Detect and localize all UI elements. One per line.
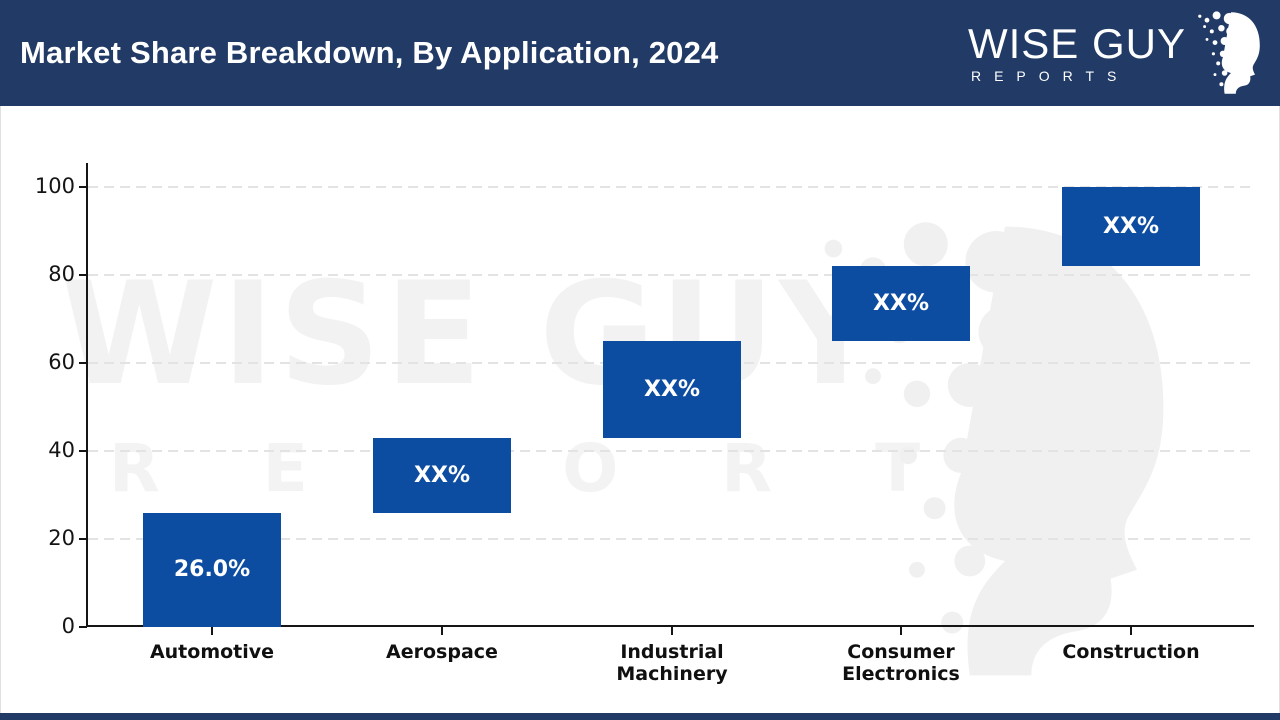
y-tick-mark-100 [79, 186, 87, 188]
bar-value-label: XX% [873, 291, 929, 317]
bar-value-label: 26.0% [173, 557, 251, 583]
chart-area: WISE GUY R E P O R T S 0 20 40 60 80 100 26.0%… [0, 106, 1280, 714]
brand-logo-subtitle: REPORTS [970, 67, 1130, 84]
bar-automotive: 26.0% [143, 512, 281, 627]
gridline-100 [88, 186, 1252, 188]
footer-bar [0, 713, 1280, 720]
bar-industrial-machinery: XX% [603, 341, 741, 438]
bar-value-label: XX% [1103, 214, 1159, 240]
header-bar: Market Share Breakdown, By Application, … [0, 0, 1280, 106]
page-title: Market Share Breakdown, By Application, … [20, 35, 719, 70]
y-tick-label: 20 [48, 526, 75, 550]
brand-logo-text: WISE GUY REPORTS [967, 19, 1186, 84]
y-tick-label: 60 [48, 350, 75, 374]
brand-logo-wordmark: WISE GUY [967, 19, 1186, 67]
x-category-label-line: Machinery [616, 663, 728, 685]
x-category-label-consumer-electronics: Consumer Electronics [786, 641, 1016, 685]
bar-consumer-electronics: XX% [832, 266, 970, 341]
bar-value-label: XX% [644, 376, 700, 402]
x-axis-line [86, 625, 1254, 627]
x-tick-mark-automotive [211, 627, 213, 635]
y-tick-label: 100 [34, 174, 75, 198]
bar-value-label: XX% [414, 462, 470, 488]
x-tick-mark-industrial-machinery [671, 627, 673, 635]
y-tick-label: 80 [48, 262, 75, 286]
gridline-80 [88, 274, 1252, 276]
x-tick-mark-aerospace [441, 627, 443, 635]
x-category-label-line: Automotive [149, 641, 275, 663]
watermark-subtitle: R E P O R T S [109, 430, 1111, 507]
x-category-label-line: Construction [1062, 641, 1200, 663]
bar-construction: XX% [1062, 187, 1200, 267]
x-category-label-line: Consumer [847, 641, 955, 663]
x-category-label-aerospace: Aerospace [327, 641, 557, 663]
x-category-label-line: Industrial [620, 641, 724, 663]
x-category-label-construction: Construction [1016, 641, 1246, 663]
x-tick-mark-consumer-electronics [900, 627, 902, 635]
x-category-label-line: Electronics [842, 663, 960, 685]
y-tick-mark-0 [79, 626, 87, 628]
gridline-40 [88, 450, 1252, 452]
x-category-label-industrial-machinery: Industrial Machinery [557, 641, 787, 685]
y-tick-mark-20 [79, 538, 87, 540]
y-tick-label: 40 [48, 438, 75, 462]
x-tick-mark-construction [1130, 627, 1132, 635]
y-axis-line [86, 163, 88, 627]
y-tick-mark-40 [79, 450, 87, 452]
watermark-wordmark: WISE GUY [61, 252, 886, 417]
x-category-label-line: Aerospace [386, 641, 498, 663]
y-tick-label: 0 [61, 614, 75, 638]
gridline-20 [88, 538, 1252, 540]
face-dots-icon [1198, 11, 1260, 94]
x-category-label-automotive: Automotive [97, 641, 327, 663]
y-tick-mark-80 [79, 274, 87, 276]
bar-aerospace: XX% [373, 437, 511, 513]
plot-area: 0 20 40 60 80 100 26.0% Automotive XX% Aerospace X… [1, 106, 1279, 714]
y-tick-mark-60 [79, 362, 87, 364]
brand-logo: WISE GUY REPORTS [968, 9, 1280, 97]
